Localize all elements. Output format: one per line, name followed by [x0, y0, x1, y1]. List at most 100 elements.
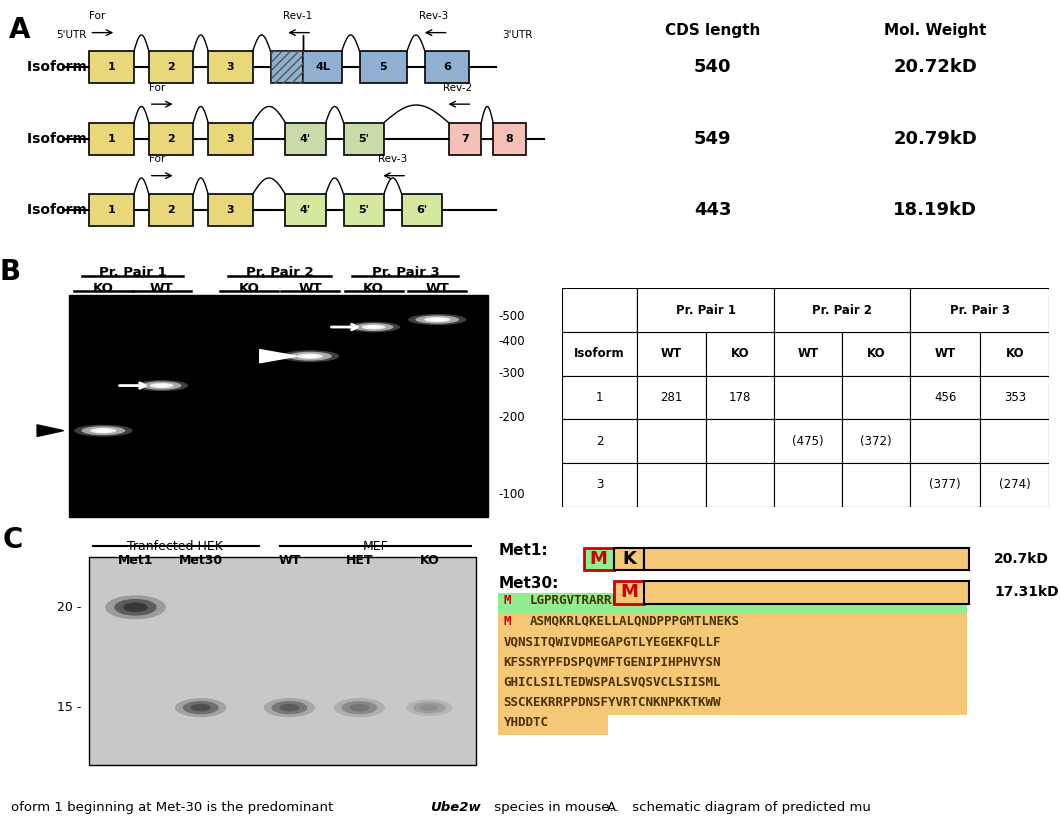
Ellipse shape	[123, 602, 147, 612]
Bar	[911, 463, 980, 507]
Ellipse shape	[288, 352, 332, 361]
Text: WT: WT	[935, 348, 956, 360]
Text: 3: 3	[596, 479, 603, 491]
Text: 2: 2	[167, 63, 175, 73]
Text: WT: WT	[425, 282, 449, 295]
Text: Pr. Pair 1: Pr. Pair 1	[675, 304, 736, 316]
Bar	[562, 463, 637, 507]
Ellipse shape	[408, 314, 466, 325]
Bar	[774, 288, 843, 332]
Bar	[562, 332, 637, 376]
Text: KO: KO	[730, 348, 749, 360]
Bar	[343, 194, 384, 227]
Text: 20 -: 20 -	[57, 601, 82, 614]
Bar	[285, 194, 325, 227]
Bar	[843, 332, 911, 376]
Ellipse shape	[279, 704, 300, 711]
Text: ASMQKRLQKELLALQNDPPPGMTLNEKS: ASMQKRLQKELLALQNDPPPGMTLNEKS	[530, 615, 740, 628]
Ellipse shape	[281, 350, 339, 362]
Ellipse shape	[155, 384, 169, 387]
Bar	[843, 463, 911, 507]
Text: WT: WT	[278, 554, 301, 567]
Bar	[774, 332, 843, 376]
Bar	[637, 419, 706, 463]
Bar	[89, 123, 134, 155]
Text: HET: HET	[346, 554, 373, 567]
Text: Ube2w: Ube2w	[430, 801, 481, 814]
Text: Rev-2: Rev-2	[443, 82, 473, 92]
Ellipse shape	[114, 599, 157, 616]
Text: 3'UTR: 3'UTR	[502, 30, 532, 40]
Text: 2: 2	[167, 133, 175, 143]
Bar	[706, 463, 774, 507]
Bar	[911, 288, 980, 332]
Bar	[637, 376, 706, 419]
Text: 18.19kD: 18.19kD	[894, 201, 977, 219]
Text: 353: 353	[1004, 391, 1026, 404]
Text: 1: 1	[108, 133, 116, 143]
Text: (377): (377)	[930, 479, 961, 491]
Text: KO: KO	[238, 282, 260, 295]
Text: 6': 6'	[417, 205, 427, 215]
Bar	[89, 194, 134, 227]
Text: oform 1 beginning at Met-30 is the predominant: oform 1 beginning at Met-30 is the predo…	[11, 801, 337, 814]
Text: WT: WT	[797, 348, 818, 360]
Bar	[584, 548, 614, 570]
Bar	[980, 463, 1049, 507]
Ellipse shape	[361, 325, 386, 330]
Bar	[343, 123, 384, 155]
Bar	[270, 51, 303, 83]
Text: 540: 540	[694, 59, 731, 77]
Text: Met1:: Met1:	[498, 543, 548, 558]
Text: 5'UTR: 5'UTR	[56, 30, 87, 40]
Text: Isoform: Isoform	[575, 348, 625, 360]
Bar	[148, 123, 193, 155]
Bar	[425, 51, 470, 83]
Text: A.: A.	[607, 801, 620, 814]
Text: Rev-1: Rev-1	[283, 11, 312, 21]
Bar	[911, 419, 980, 463]
Text: -100: -100	[498, 488, 525, 501]
Bar	[303, 51, 341, 83]
Ellipse shape	[430, 318, 444, 321]
Bar	[208, 51, 252, 83]
Text: 281: 281	[660, 391, 683, 404]
Text: -400: -400	[498, 335, 525, 348]
Text: 178: 178	[728, 391, 750, 404]
Text: VQNSITQWIVDMEGAPGTLYEGEKFQLLF: VQNSITQWIVDMEGAPGTLYEGEKFQLLF	[504, 635, 721, 648]
Text: Isoform 2: Isoform 2	[28, 132, 102, 146]
Text: 20.7kD: 20.7kD	[994, 552, 1049, 566]
Text: 3: 3	[227, 63, 234, 73]
Bar	[614, 548, 644, 570]
Text: WT: WT	[298, 282, 322, 295]
Text: Rev-3: Rev-3	[420, 11, 448, 21]
Text: Tranfected HEK: Tranfected HEK	[127, 541, 223, 554]
Text: C: C	[2, 526, 23, 554]
Text: -500: -500	[498, 311, 525, 323]
Bar	[911, 288, 1049, 332]
Bar	[208, 194, 252, 227]
Bar	[89, 557, 476, 765]
Text: schematic diagram of predicted mu: schematic diagram of predicted mu	[628, 801, 870, 814]
Ellipse shape	[413, 702, 445, 714]
Ellipse shape	[82, 426, 125, 435]
Bar	[706, 419, 774, 463]
Ellipse shape	[90, 428, 117, 433]
Bar	[644, 581, 970, 604]
Text: Isoform 1: Isoform 1	[28, 60, 102, 74]
Text: (475): (475)	[792, 435, 824, 447]
Bar	[614, 581, 644, 604]
Bar	[493, 123, 526, 155]
Text: Pr. Pair 3: Pr. Pair 3	[950, 304, 1010, 316]
Polygon shape	[37, 425, 64, 437]
Text: 2: 2	[167, 205, 175, 215]
Bar	[498, 593, 967, 613]
Text: 456: 456	[934, 391, 956, 404]
Bar	[911, 288, 1049, 332]
Text: Rev-3: Rev-3	[377, 154, 407, 164]
Bar	[285, 123, 325, 155]
Text: Pr. Pair 2: Pr. Pair 2	[246, 266, 314, 279]
Bar	[359, 51, 407, 83]
Text: 6: 6	[443, 63, 452, 73]
Bar	[498, 613, 967, 634]
